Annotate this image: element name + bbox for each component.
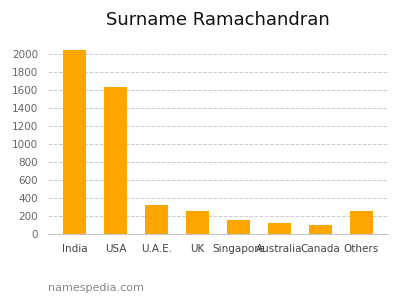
Bar	[186, 211, 209, 234]
Text: namespedia.com: namespedia.com	[48, 283, 144, 293]
Bar	[104, 87, 127, 234]
Bar	[227, 220, 250, 234]
Bar	[309, 226, 332, 234]
Title: Surname Ramachandran: Surname Ramachandran	[106, 11, 330, 29]
Bar	[268, 223, 291, 234]
Bar	[350, 211, 372, 234]
Bar	[145, 205, 168, 234]
Bar	[64, 50, 86, 234]
